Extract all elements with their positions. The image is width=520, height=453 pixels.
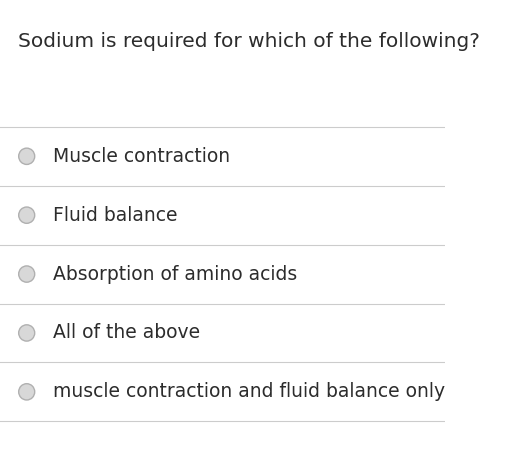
- Text: Muscle contraction: Muscle contraction: [54, 147, 230, 166]
- Text: Fluid balance: Fluid balance: [54, 206, 178, 225]
- Text: muscle contraction and fluid balance only: muscle contraction and fluid balance onl…: [54, 382, 446, 401]
- Circle shape: [19, 266, 35, 282]
- Text: Absorption of amino acids: Absorption of amino acids: [54, 265, 297, 284]
- Circle shape: [19, 325, 35, 341]
- Text: All of the above: All of the above: [54, 323, 201, 342]
- Circle shape: [19, 384, 35, 400]
- Text: Sodium is required for which of the following?: Sodium is required for which of the foll…: [18, 32, 479, 51]
- Circle shape: [19, 207, 35, 223]
- Circle shape: [19, 148, 35, 164]
